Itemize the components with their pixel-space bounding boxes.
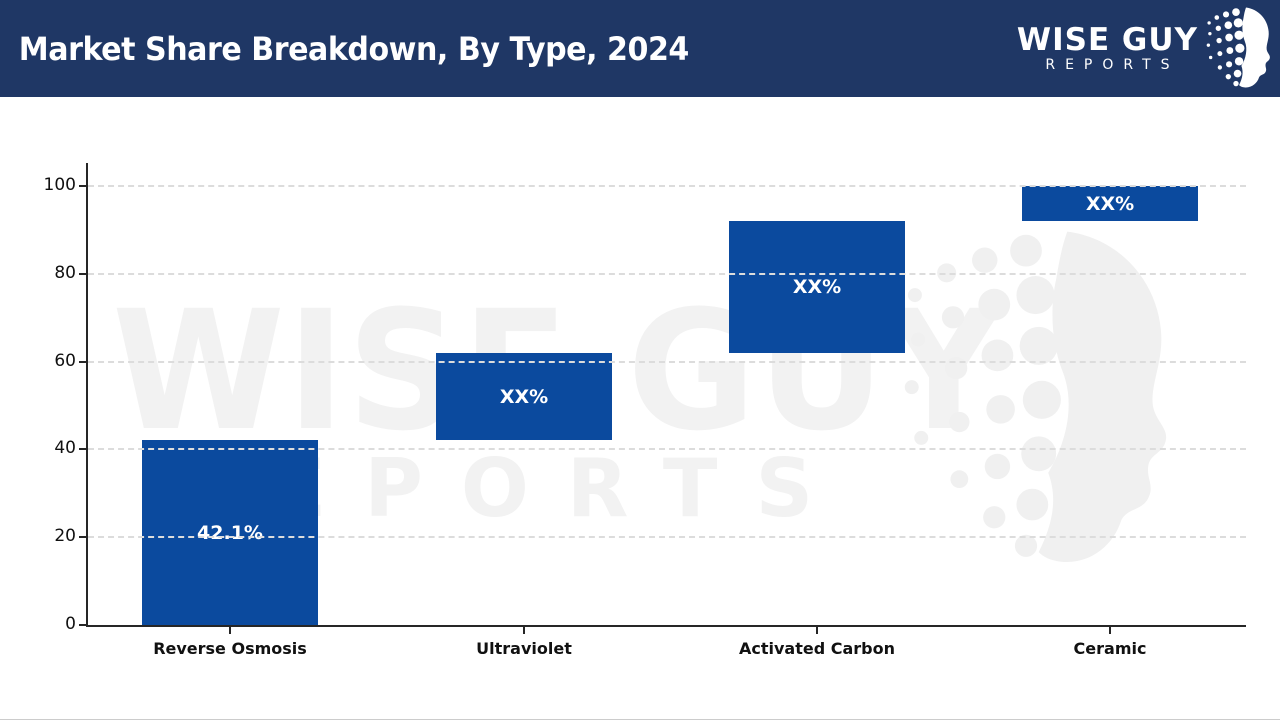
x-axis-line — [86, 625, 1246, 627]
y-tick-label: 40 — [54, 438, 76, 458]
x-tick-mark — [816, 627, 818, 634]
y-tick-mark — [79, 361, 87, 363]
bar: XX% — [1022, 186, 1198, 221]
logo-name: WISE GUY — [1016, 21, 1198, 58]
y-tick-label: 60 — [54, 351, 76, 371]
watermark-head-icon — [904, 231, 1167, 563]
x-category-label: Ultraviolet — [476, 639, 572, 658]
grid-line — [88, 185, 1246, 187]
header-bar: Market Share Breakdown, By Type, 2024 WI… — [0, 0, 1280, 97]
y-tick-label: 0 — [65, 614, 76, 634]
grid-line — [88, 361, 1246, 363]
bar: XX% — [729, 221, 905, 353]
logo-subtitle: REPORTS — [1045, 57, 1180, 74]
y-tick-mark — [79, 448, 87, 450]
bar: 42.1% — [142, 440, 318, 625]
y-tick-mark — [79, 273, 87, 275]
bar-value-label: XX% — [792, 276, 842, 298]
grid-line — [88, 448, 1246, 450]
x-category-label: Ceramic — [1073, 639, 1147, 658]
bar-value-label: 42.1% — [197, 521, 263, 544]
bar: XX% — [436, 353, 612, 440]
x-tick-mark — [1109, 627, 1111, 634]
y-tick-mark — [79, 185, 87, 187]
x-category-label: Activated Carbon — [738, 639, 895, 658]
bar-value-label: XX% — [1085, 192, 1135, 215]
y-tick-mark — [79, 536, 87, 538]
x-tick-mark — [229, 627, 231, 634]
y-tick-label: 80 — [54, 263, 76, 283]
y-tick-label: 100 — [43, 175, 76, 195]
wise-guy-head-icon — [1206, 7, 1270, 87]
y-tick-mark — [79, 624, 87, 626]
grid-line — [88, 273, 1246, 275]
y-axis-line — [86, 163, 88, 627]
plot-area: WISE GUY REPORTS 0 20 40 60 80 100 42.1% Revers… — [0, 97, 1280, 720]
page-title: Market Share Breakdown, By Type, 2024 — [18, 29, 690, 68]
grid-line — [88, 536, 1246, 538]
x-category-label: Reverse Osmosis — [153, 639, 307, 658]
wise-guy-logo: WISE GUY REPORTS — [1017, 6, 1280, 92]
x-tick-mark — [523, 627, 525, 634]
logo-text: WISE GUY REPORTS — [1017, 24, 1198, 74]
bar-value-label: XX% — [499, 385, 549, 408]
y-tick-label: 20 — [54, 526, 76, 546]
